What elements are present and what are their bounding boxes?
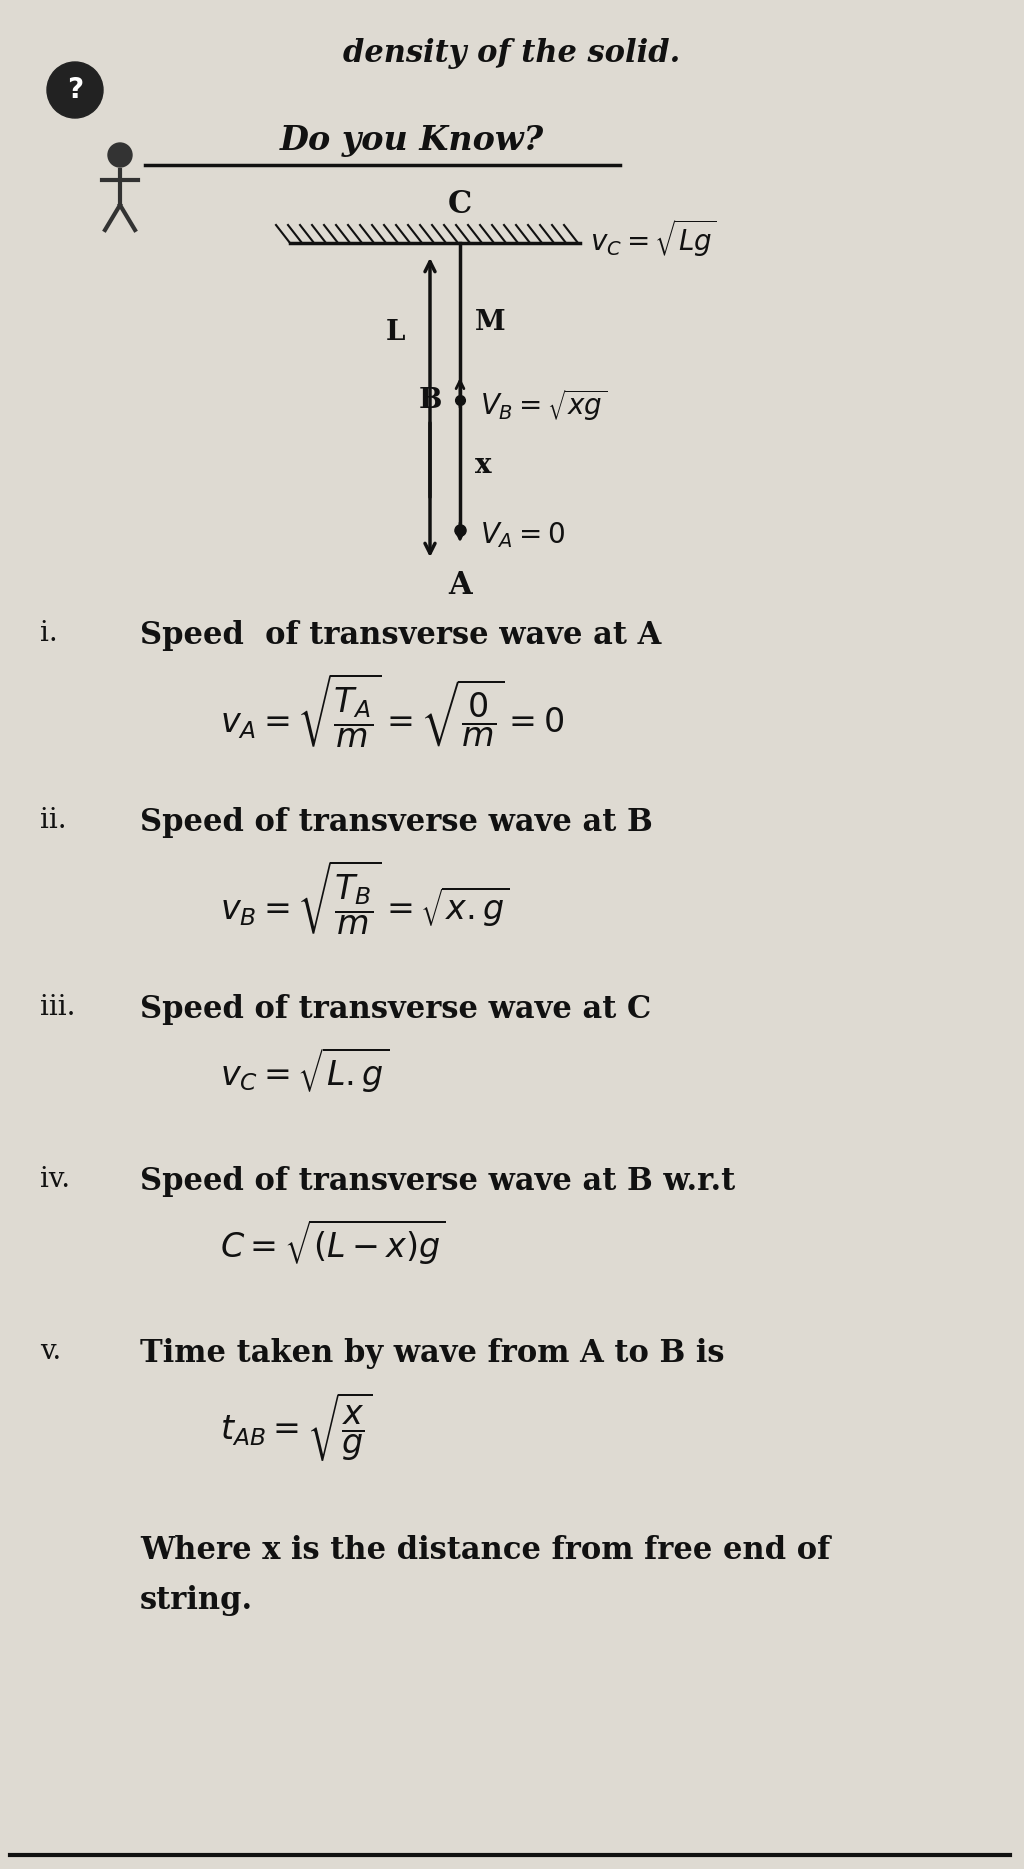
Text: $V_B = \sqrt{xg}$: $V_B = \sqrt{xg}$ — [480, 387, 607, 422]
Text: M: M — [475, 308, 506, 336]
Text: string.: string. — [140, 1585, 253, 1617]
Text: Speed  of transverse wave at A: Speed of transverse wave at A — [140, 621, 662, 650]
Text: iv.: iv. — [40, 1166, 70, 1192]
Text: L: L — [385, 318, 406, 346]
Text: Do you Know?: Do you Know? — [280, 123, 544, 157]
Text: Speed of transverse wave at C: Speed of transverse wave at C — [140, 994, 651, 1024]
Text: $v_C = \sqrt{Lg}$: $v_C = \sqrt{Lg}$ — [590, 217, 717, 260]
Text: iii.: iii. — [40, 994, 76, 1020]
Text: v.: v. — [40, 1338, 61, 1364]
Text: $v_B = \sqrt{\dfrac{T_B}{m}} = \sqrt{x.g}$: $v_B = \sqrt{\dfrac{T_B}{m}} = \sqrt{x.g… — [220, 860, 510, 938]
Text: $v_A = \sqrt{\dfrac{T_A}{m}} = \sqrt{\dfrac{0}{m}} = 0$: $v_A = \sqrt{\dfrac{T_A}{m}} = \sqrt{\df… — [220, 673, 564, 749]
Text: Speed of transverse wave at B w.r.t: Speed of transverse wave at B w.r.t — [140, 1166, 735, 1196]
Text: i.: i. — [40, 621, 57, 647]
Text: x: x — [475, 452, 492, 478]
Text: $V_A = 0$: $V_A = 0$ — [480, 520, 565, 549]
Text: C: C — [447, 189, 472, 221]
Text: $t_{AB} = \sqrt{\dfrac{x}{g}}$: $t_{AB} = \sqrt{\dfrac{x}{g}}$ — [220, 1391, 373, 1463]
Text: density of the solid.: density of the solid. — [343, 37, 681, 69]
Text: B: B — [419, 387, 442, 413]
Text: Time taken by wave from A to B is: Time taken by wave from A to B is — [140, 1338, 725, 1368]
Text: A: A — [449, 570, 472, 602]
Text: Speed of transverse wave at B: Speed of transverse wave at B — [140, 807, 652, 837]
Circle shape — [47, 62, 103, 118]
Text: ?: ? — [67, 77, 83, 105]
Text: ii.: ii. — [40, 807, 67, 834]
Text: $v_C = \sqrt{L.g}$: $v_C = \sqrt{L.g}$ — [220, 1047, 389, 1095]
Text: Where x is the distance from free end of: Where x is the distance from free end of — [140, 1534, 830, 1566]
Text: $C = \sqrt{(L - x)g}$: $C = \sqrt{(L - x)g}$ — [220, 1219, 445, 1267]
Circle shape — [108, 144, 132, 166]
